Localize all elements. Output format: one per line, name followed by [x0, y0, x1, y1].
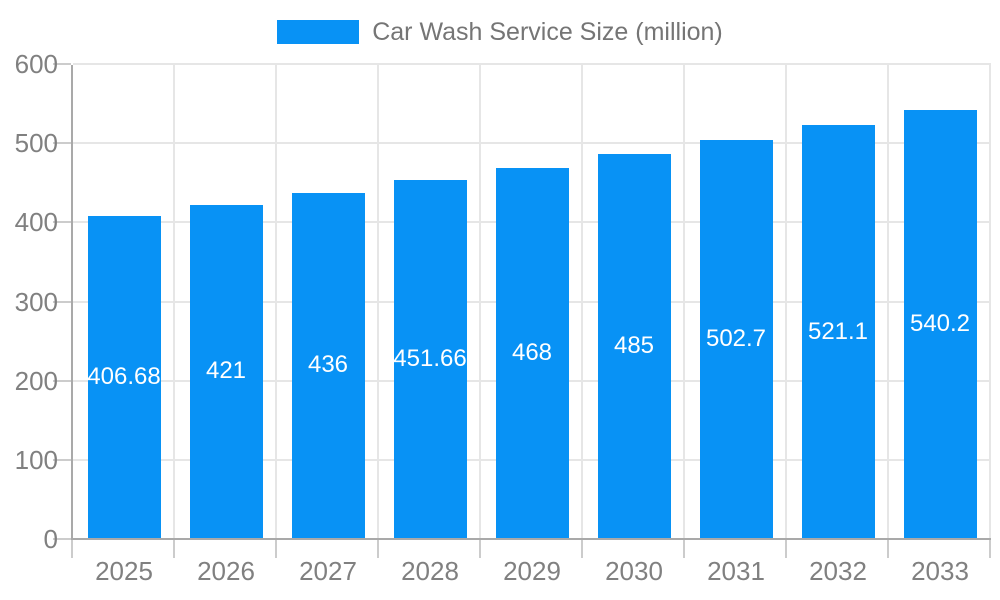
- y-axis-tick-mark: [53, 300, 71, 303]
- y-axis-tick-mark: [53, 221, 71, 224]
- bar-value-label: 502.7: [705, 325, 767, 353]
- legend-swatch-icon: [277, 20, 360, 44]
- gridline-vertical: [581, 65, 583, 540]
- y-axis-tick-mark: [53, 63, 71, 65]
- bar-value-label: 468: [511, 338, 553, 366]
- x-axis-tick-mark: [581, 540, 583, 558]
- x-axis-tick-mark: [989, 540, 991, 558]
- gridline-vertical: [173, 65, 175, 540]
- y-axis-line: [71, 65, 73, 558]
- x-axis-category-label: 2028: [401, 556, 459, 586]
- gridline-horizontal: [73, 63, 991, 65]
- bar-value-label: 485: [613, 332, 655, 360]
- bar[interactable]: 485: [597, 154, 671, 538]
- y-axis-tick-mark: [53, 538, 71, 540]
- bar[interactable]: 421: [189, 204, 263, 538]
- bar[interactable]: 436: [291, 192, 365, 538]
- x-axis-tick-mark: [71, 540, 73, 558]
- bar[interactable]: 406.68: [87, 216, 161, 538]
- bar[interactable]: 521.1: [801, 125, 875, 538]
- y-axis-tick-label: 300: [14, 286, 58, 317]
- y-axis-tick-mark: [53, 379, 71, 382]
- x-axis-tick-mark: [173, 540, 175, 558]
- x-axis-category-label: 2030: [605, 556, 663, 586]
- y-axis-tick-label: 400: [14, 207, 58, 238]
- gridline-horizontal: [73, 142, 991, 145]
- bar-value-label: 436: [307, 351, 349, 379]
- gridline-vertical: [377, 65, 379, 540]
- gridline-vertical: [683, 65, 685, 540]
- gridline-vertical: [785, 65, 787, 540]
- x-axis-category-label: 2033: [911, 556, 969, 586]
- bar-value-label: 540.2: [909, 310, 971, 338]
- x-axis-line: [71, 538, 991, 540]
- gridline-vertical: [989, 65, 991, 540]
- gridline-vertical: [275, 65, 277, 540]
- bar-value-label: 521.1: [807, 317, 869, 345]
- bar[interactable]: 502.7: [699, 140, 773, 538]
- y-axis-tick-label: 500: [14, 128, 58, 159]
- x-axis-category-label: 2029: [503, 556, 561, 586]
- gridline-vertical: [479, 65, 481, 540]
- x-axis-category-label: 2032: [809, 556, 867, 586]
- plot-area: 406.68 421 436 451.66 468 485 502.7 521.1 540.2: [71, 63, 991, 558]
- y-axis-tick-label: 100: [14, 444, 58, 475]
- x-axis-tick-mark: [377, 540, 379, 558]
- y-axis-tick-mark: [53, 458, 71, 461]
- bar[interactable]: 468: [495, 167, 569, 538]
- y-axis-tick-label: 600: [14, 49, 58, 79]
- bar[interactable]: 451.66: [393, 180, 467, 538]
- bar-value-label: 406.68: [87, 363, 161, 391]
- gridline-vertical: [887, 65, 889, 540]
- y-axis-tick-mark: [53, 142, 71, 145]
- x-axis-tick-mark: [887, 540, 889, 558]
- x-axis-tick-mark: [275, 540, 277, 558]
- legend-label: Car Wash Service Size (million): [372, 18, 723, 46]
- x-axis-category-label: 2026: [197, 556, 255, 586]
- x-axis-tick-mark: [785, 540, 787, 558]
- x-axis-category-label: 2031: [707, 556, 765, 586]
- x-axis-tick-mark: [683, 540, 685, 558]
- bar[interactable]: 540.2: [903, 110, 977, 538]
- y-axis-tick-label: 0: [43, 524, 58, 554]
- x-axis-tick-mark: [479, 540, 481, 558]
- bar-value-label: 451.66: [393, 345, 467, 373]
- x-axis-category-label: 2025: [95, 556, 153, 586]
- x-axis-category-label: 2027: [299, 556, 357, 586]
- y-axis-tick-label: 200: [14, 365, 58, 396]
- chart-legend[interactable]: Car Wash Service Size (million): [0, 17, 1000, 47]
- bar-value-label: 421: [205, 357, 247, 385]
